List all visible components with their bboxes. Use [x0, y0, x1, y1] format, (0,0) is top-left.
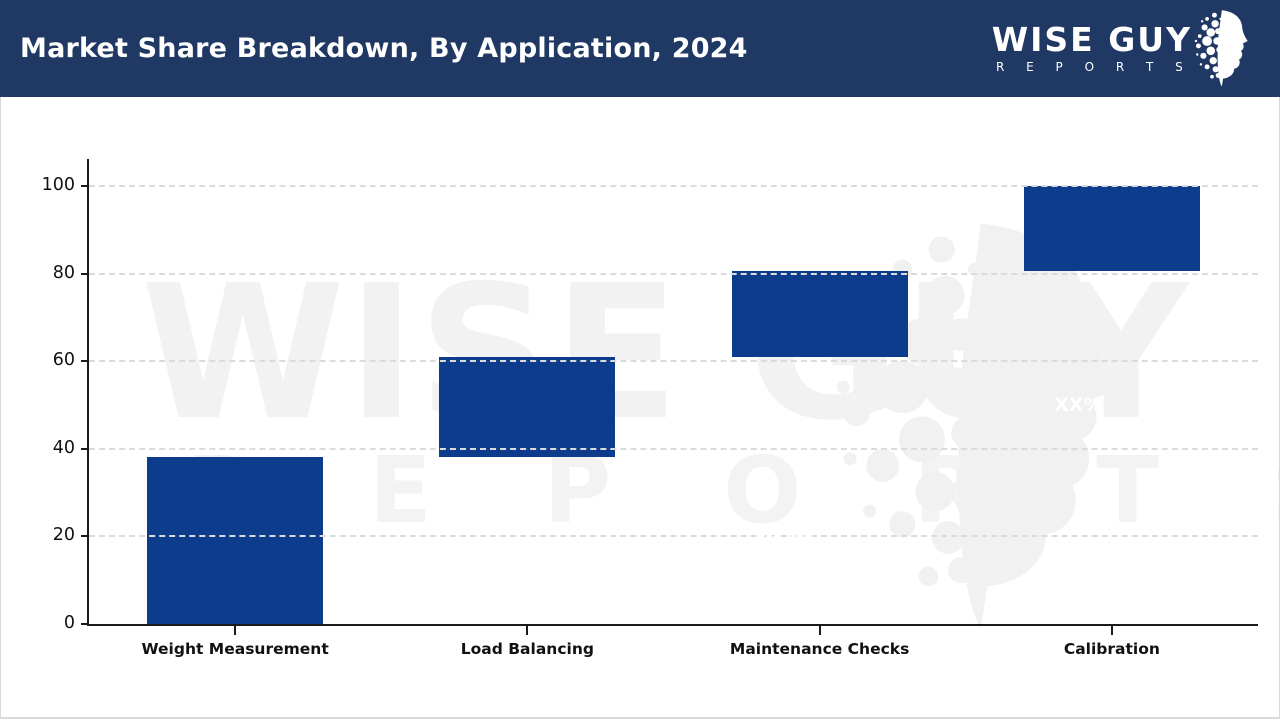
gridline-40 — [89, 447, 1258, 450]
y-tick-0 — [81, 623, 89, 625]
header-band: Market Share Breakdown, By Application, … — [0, 0, 1280, 97]
x-axis-line — [87, 624, 1258, 626]
watermark-wordmark: WISE GUY — [141, 245, 1190, 461]
x-category-label-3: Calibration — [1063, 640, 1160, 658]
bar-value-label-0: 38.1% — [753, 527, 820, 550]
logo-wordmark: WISE GUY — [991, 20, 1192, 59]
gridline-80 — [89, 272, 1258, 275]
y-tick-label-0: 0 — [63, 613, 75, 633]
y-tick-20 — [81, 535, 89, 538]
x-category-label-0: Weight Measurement — [141, 640, 329, 658]
y-tick-label-60: 60 — [52, 350, 75, 371]
wiseguy-logo-text: WISE GUY R E P O R T S — [992, 23, 1192, 74]
y-tick-80 — [81, 272, 89, 275]
bar-value-label-2: XX% — [732, 301, 1280, 323]
x-tick-2 — [818, 626, 821, 635]
y-tick-label-40: 40 — [52, 437, 75, 458]
page-title: Market Share Breakdown, By Application, … — [20, 33, 748, 64]
x-tick-0 — [234, 626, 237, 635]
bar-0 — [147, 457, 324, 624]
y-tick-40 — [81, 447, 89, 450]
y-tick-60 — [81, 360, 89, 363]
x-tick-3 — [1110, 626, 1113, 635]
bar-1 — [439, 356, 616, 458]
x-category-label-1: Load Balancing — [460, 640, 594, 658]
x-tick-1 — [526, 626, 529, 635]
wiseguy-face-icon — [1194, 9, 1248, 87]
gridline-60 — [89, 360, 1258, 363]
wiseguy-logo: WISE GUY R E P O R T S — [992, 9, 1256, 89]
gridline-100 — [89, 185, 1258, 187]
y-tick-label-100: 100 — [41, 175, 75, 195]
y-tick-100 — [81, 185, 89, 187]
y-tick-label-80: 80 — [52, 262, 75, 283]
bar-value-label-1: XX% — [1054, 393, 1103, 416]
gridline-20 — [89, 535, 1258, 538]
chart-canvas: WISE GUY R E P O R T S 0 20 40 60 80 100 38.1%… — [0, 97, 1280, 719]
logo-subtitle: R E P O R T S — [995, 60, 1192, 74]
x-category-label-2: Maintenance Checks — [729, 640, 910, 658]
bar-value-label-3: XX% — [1024, 215, 1280, 237]
y-tick-label-20: 20 — [52, 525, 75, 546]
y-axis-line — [87, 159, 89, 626]
